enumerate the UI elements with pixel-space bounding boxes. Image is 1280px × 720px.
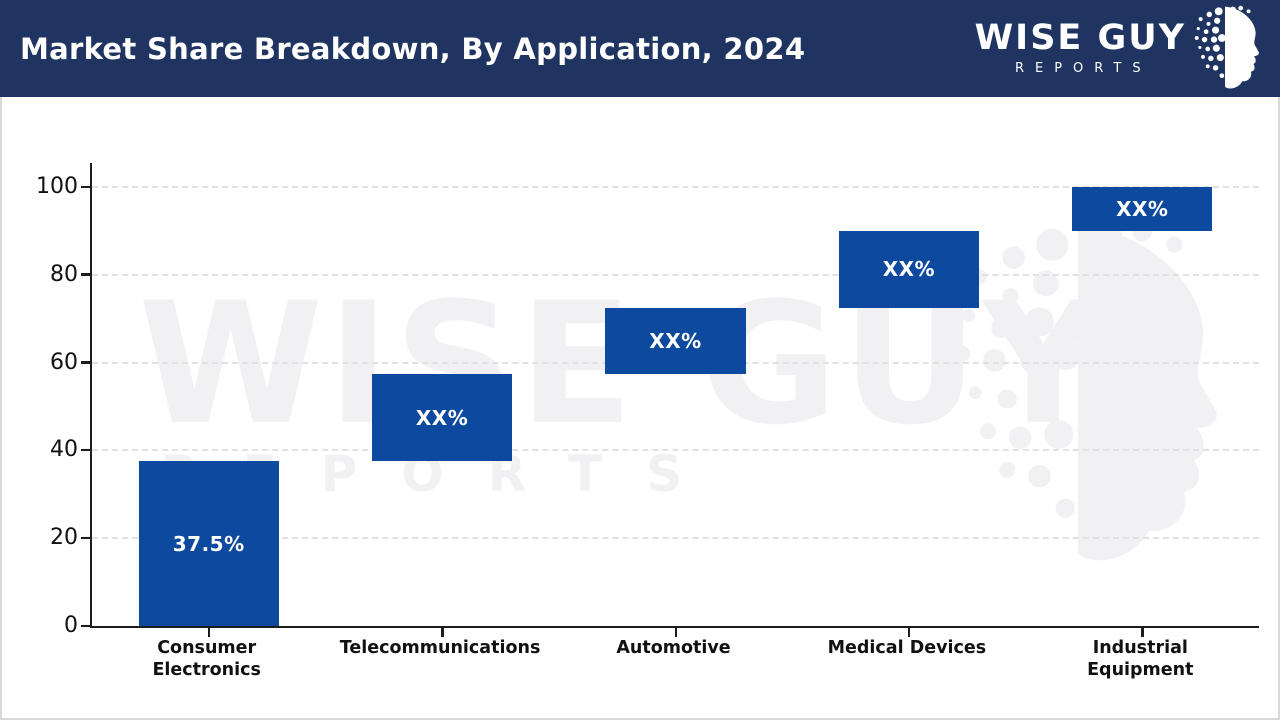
chart-region: WISE GUY REPORTS 0 20 40 60 80 100 37.5% XX% XX…	[0, 97, 1280, 720]
gridline	[92, 273, 1259, 276]
bar: XX%	[372, 373, 513, 462]
category-label: Telecommunications	[339, 638, 541, 658]
y-tick-mark	[81, 536, 90, 540]
bar-value-label: XX%	[882, 257, 936, 282]
wiseguy-face-logo-icon	[1194, 5, 1259, 88]
category-label: Automotive	[616, 638, 731, 658]
y-tick-mark	[81, 624, 90, 627]
brand-logo-text: WISE GUY REPORTS	[974, 18, 1186, 77]
y-tick-label: 100	[36, 174, 78, 200]
bar: XX%	[605, 307, 746, 374]
brand-subtitle: REPORTS	[1014, 61, 1152, 76]
y-axis-labels: 0 20 40 60 80 100	[2, 163, 78, 637]
gridline	[92, 186, 1259, 189]
y-tick-label: 60	[50, 349, 78, 375]
x-tick-mark	[441, 628, 444, 637]
y-tick-label: 80	[50, 261, 78, 287]
brand-name: WISE GUY	[974, 18, 1186, 58]
y-tick-label: 40	[50, 437, 78, 463]
gridline	[92, 537, 1259, 540]
bar: XX%	[838, 231, 979, 308]
x-tick-mark	[907, 628, 911, 637]
bar-value-label: 37.5%	[172, 531, 245, 556]
y-tick-label: 20	[50, 525, 78, 551]
brand-logo: WISE GUY REPORTS	[975, 5, 1262, 93]
plot-area: 37.5% XX% XX% XX% XX%	[81, 163, 1259, 637]
bar: 37.5%	[138, 461, 279, 626]
header: Market Share Breakdown, By Application, …	[0, 0, 1280, 97]
category-label: Consumer Electronics	[152, 638, 261, 680]
bar-value-label: XX%	[415, 405, 469, 430]
y-tick-mark	[81, 361, 90, 364]
page-title: Market Share Breakdown, By Application, …	[20, 31, 806, 66]
category-label: Medical Devices	[827, 638, 987, 658]
bar-value-label: XX%	[1116, 197, 1169, 222]
x-tick-mark	[674, 628, 677, 637]
bar: XX%	[1072, 187, 1213, 232]
gridline	[92, 449, 1259, 452]
x-tick-mark	[207, 628, 211, 637]
y-tick-mark	[81, 448, 90, 452]
bar-value-label: XX%	[649, 328, 702, 353]
y-tick-mark	[81, 185, 90, 189]
x-axis-labels: Consumer Electronics Telecommunications Aut…	[90, 638, 1257, 708]
y-tick-mark	[81, 273, 90, 276]
x-tick-mark	[1141, 628, 1144, 637]
category-label: Industrial Equipment	[1087, 638, 1194, 680]
y-tick-label: 0	[64, 613, 78, 638]
